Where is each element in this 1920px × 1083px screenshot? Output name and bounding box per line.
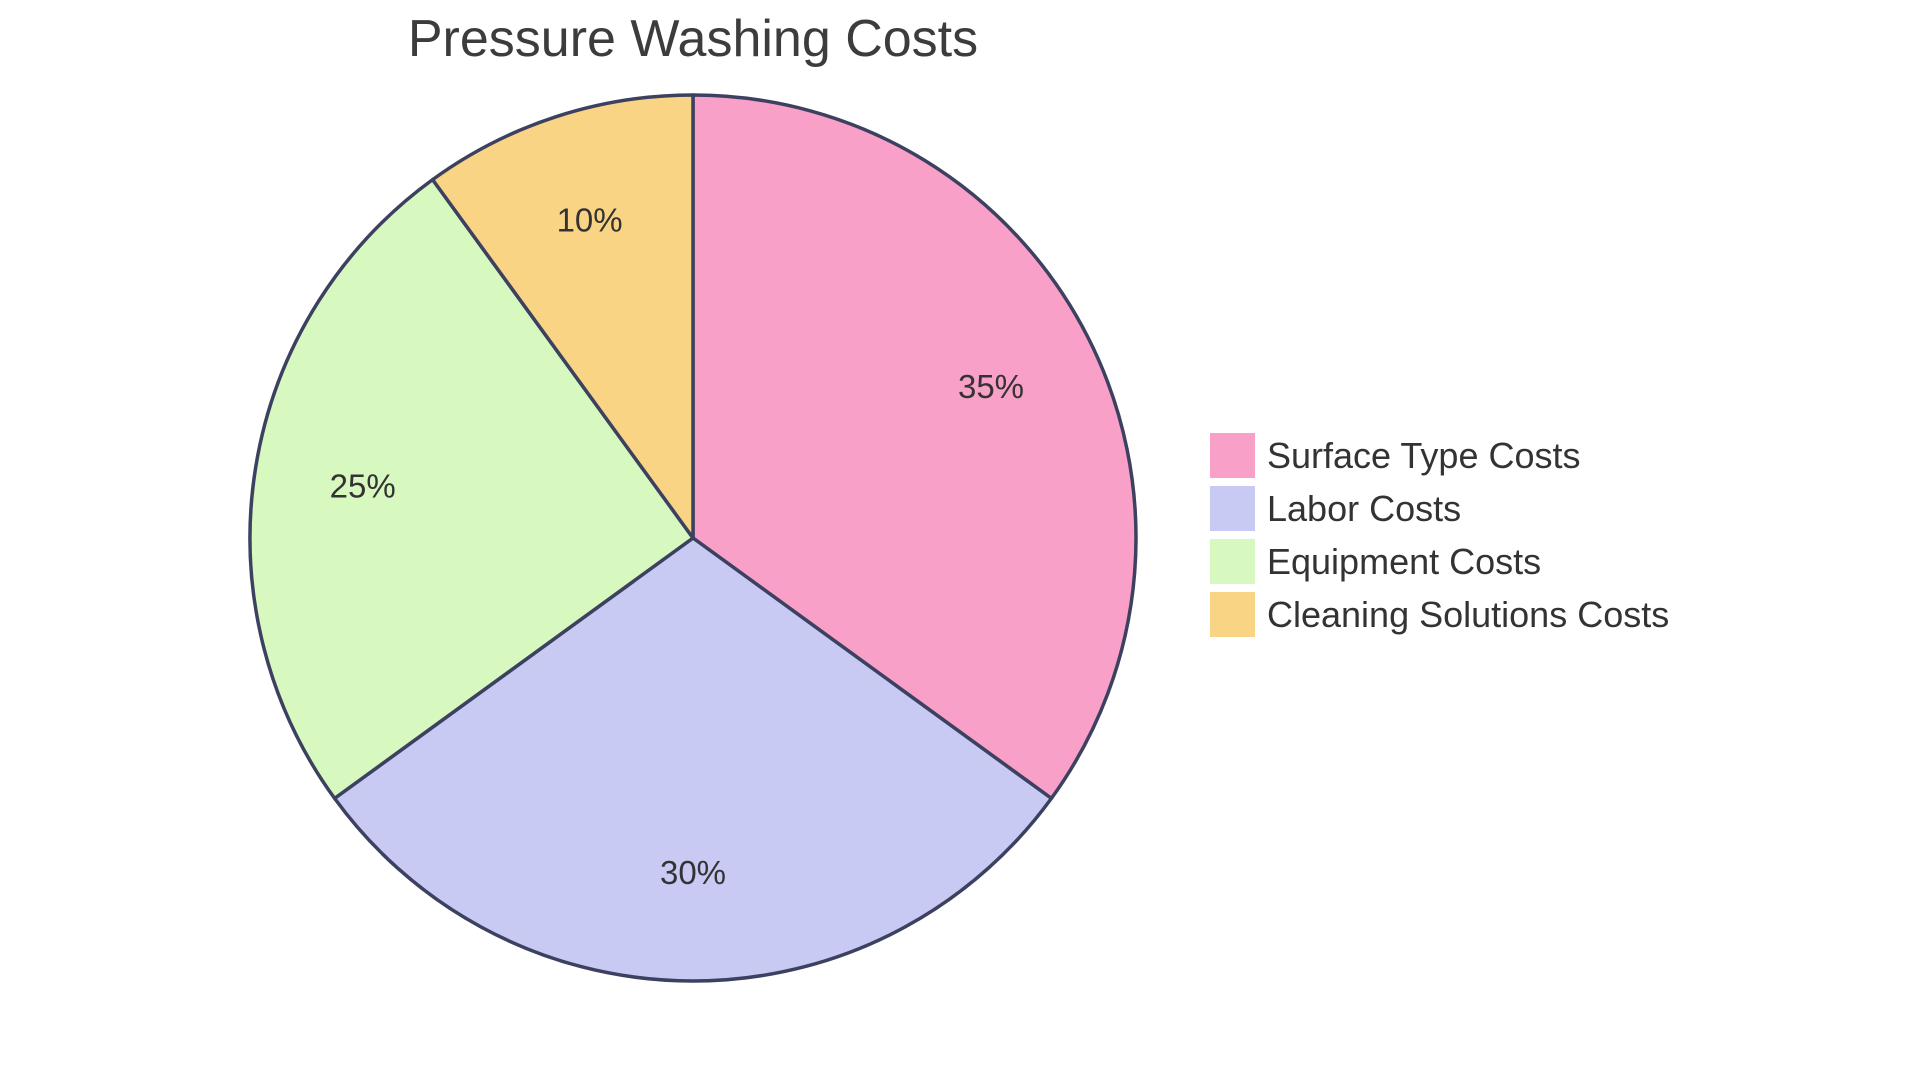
pie-slice-equipment-costs: [248, 177, 695, 801]
pie-slice-cleaning-solutions-costs: [430, 93, 695, 540]
slice-label-labor-costs: 30%: [660, 854, 726, 891]
pie-slice-labor-costs: [332, 536, 1054, 983]
legend-swatch-equipment-costs: [1210, 539, 1255, 584]
legend-swatch-cleaning-solutions-costs: [1210, 592, 1255, 637]
slice-label-cleaning-solutions-costs: 10%: [557, 201, 623, 238]
legend: Surface Type Costs Labor Costs Equipment C…: [1210, 433, 1669, 637]
legend-label-cleaning-solutions-costs: Cleaning Solutions Costs: [1267, 593, 1670, 635]
legend-label-surface-type-costs: Surface Type Costs: [1267, 434, 1581, 476]
legend-item-surface-type-costs: Surface Type Costs: [1210, 433, 1669, 478]
slice-label-surface-type-costs: 35%: [958, 368, 1024, 405]
legend-item-cleaning-solutions-costs: Cleaning Solutions Costs: [1210, 592, 1669, 637]
legend-item-labor-costs: Labor Costs: [1210, 486, 1669, 531]
legend-swatch-labor-costs: [1210, 486, 1255, 531]
legend-label-labor-costs: Labor Costs: [1267, 487, 1462, 529]
chart-title: Pressure Washing Costs: [407, 10, 979, 68]
pie-chart: 35% 30% 25% 10%: [248, 93, 1138, 983]
pie-slice-surface-type-costs: [691, 93, 1138, 801]
slice-label-equipment-costs: 25%: [330, 467, 396, 504]
legend-item-equipment-costs: Equipment Costs: [1210, 539, 1669, 584]
legend-swatch-surface-type-costs: [1210, 433, 1255, 478]
legend-label-equipment-costs: Equipment Costs: [1267, 540, 1542, 582]
